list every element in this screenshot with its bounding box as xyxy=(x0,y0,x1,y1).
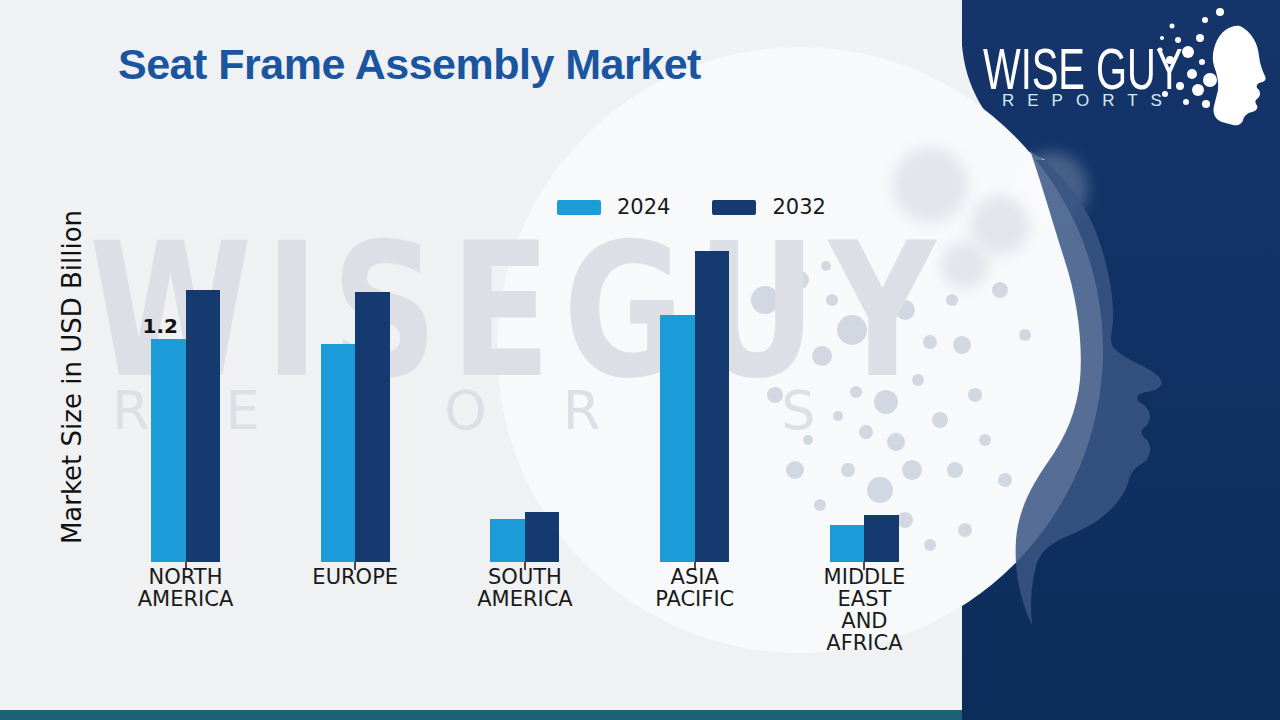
bar-2024-north-america xyxy=(151,339,186,562)
bar-2032-north-america xyxy=(186,290,221,562)
bar-2032-europe xyxy=(355,292,390,562)
y-axis-label: Market Size in USD Billion xyxy=(57,210,87,544)
category-label-asia-pacific: ASIAPACIFIC xyxy=(655,566,734,610)
bar-2032-asia-pacific xyxy=(695,251,730,562)
bottom-strip xyxy=(0,710,962,720)
bar-2024-south-america xyxy=(490,519,525,562)
page-title: Seat Frame Assembly Market xyxy=(118,40,701,89)
legend-swatch-2032 xyxy=(712,200,756,215)
bar-2024-europe xyxy=(321,344,356,562)
bar-2024-asia-pacific xyxy=(660,315,695,562)
bar-2024-middle-east-and-africa xyxy=(830,525,865,562)
page: WISEGUY REPORTS Seat Frame Assembly Mark… xyxy=(0,0,1280,720)
category-label-north-america: NORTHAMERICA xyxy=(138,566,234,610)
category-label-middle-east-and-africa: MIDDLEEASTANDAFRICA xyxy=(824,566,906,654)
legend: 2024 2032 xyxy=(557,190,826,224)
category-label-south-america: SOUTHAMERICA xyxy=(477,566,573,610)
watermark-reports: REPORTS xyxy=(112,379,892,442)
legend-label-2032: 2032 xyxy=(772,195,825,219)
bar-2032-south-america xyxy=(525,512,560,562)
legend-label-2024: 2024 xyxy=(617,195,670,219)
logo-reports-text: REPORTS xyxy=(1002,91,1175,111)
bar-2032-middle-east-and-africa xyxy=(864,515,899,562)
bar-value-label: 1.2 xyxy=(143,314,178,338)
legend-swatch-2024 xyxy=(557,200,601,215)
category-label-europe: EUROPE xyxy=(312,566,398,588)
